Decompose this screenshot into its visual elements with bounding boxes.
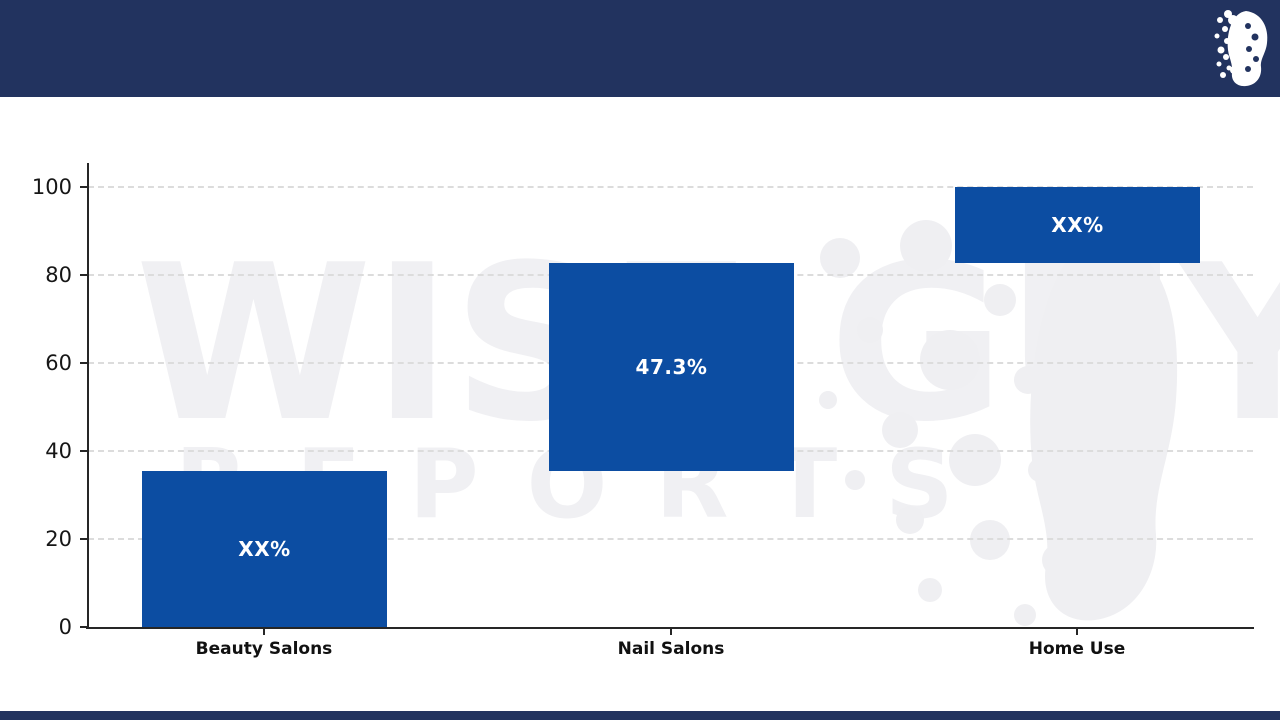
y-axis-line	[87, 163, 89, 629]
watermark-head-icon	[819, 220, 1178, 626]
y-tick-label-80: 80	[45, 263, 72, 287]
gridline-100	[88, 186, 1253, 188]
y-tick-label-60: 60	[45, 351, 72, 375]
y-tick-20	[80, 538, 88, 540]
y-tick-80	[80, 274, 88, 276]
footer-bar	[0, 711, 1280, 720]
y-tick-label-40: 40	[45, 439, 72, 463]
header-bar	[0, 0, 1280, 97]
x-tick-beauty-salons	[263, 629, 265, 635]
bar-nail-salons: 47.3%	[549, 263, 794, 472]
y-tick-40	[80, 450, 88, 452]
x-tick-home-use	[1076, 629, 1078, 635]
y-tick-60	[80, 362, 88, 364]
x-axis-label-beauty-salons: Beauty Salons	[195, 639, 333, 659]
y-tick-0	[80, 626, 88, 628]
x-axis-label-home-use: Home Use	[1028, 639, 1126, 659]
y-tick-label-0: 0	[58, 615, 72, 639]
y-tick-100	[80, 186, 88, 188]
gridline-20	[88, 538, 1253, 540]
logo-head-icon	[1214, 10, 1268, 87]
x-tick-nail-salons	[670, 629, 672, 635]
y-tick-label-100: 100	[31, 175, 72, 199]
x-axis-line	[86, 627, 1254, 629]
x-axis-label-nail-salons: Nail Salons	[617, 639, 725, 659]
bar-beauty-salons: XX%	[142, 471, 387, 627]
bar-home-use: XX%	[955, 187, 1200, 264]
y-tick-label-20: 20	[45, 527, 72, 551]
bar-value-label-home-use: XX%	[1051, 213, 1104, 238]
bar-value-label-beauty-salons: XX%	[238, 537, 291, 562]
bar-value-label-nail-salons: 47.3%	[635, 355, 708, 380]
